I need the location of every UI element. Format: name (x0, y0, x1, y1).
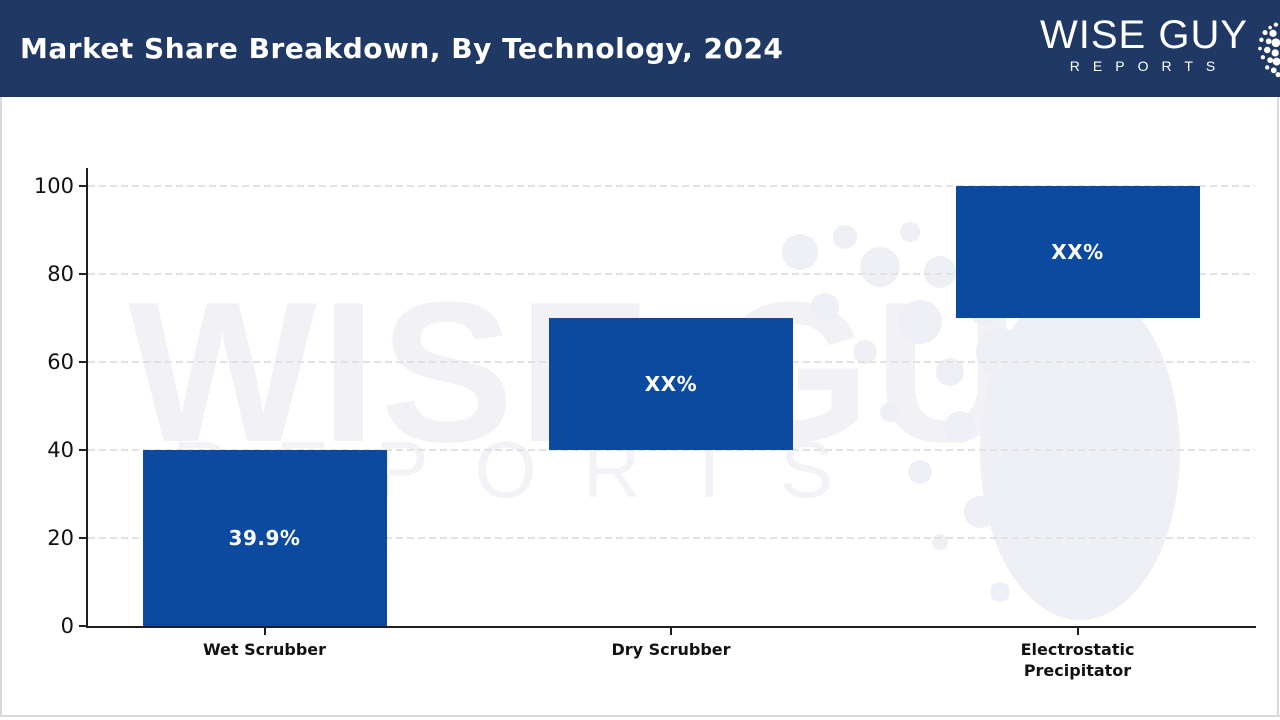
gridline (88, 537, 1255, 539)
y-tick-label: 80 (47, 262, 74, 286)
bar-segment: 39.9% (142, 450, 387, 626)
y-tick-label: 60 (47, 350, 74, 374)
x-axis-line (86, 626, 1256, 628)
logo-face-icon (1258, 22, 1280, 78)
bar-segment: XX% (549, 318, 793, 450)
page-border-bottom (0, 715, 1280, 717)
y-axis-line (86, 168, 88, 628)
y-tick-label: 0 (60, 614, 74, 638)
gridline (88, 449, 1255, 451)
chart-title: Market Share Breakdown, By Technology, 2… (20, 32, 784, 65)
bar-value-label: XX% (1051, 240, 1104, 264)
gridline (88, 185, 1255, 187)
y-tick-label: 100 (33, 174, 74, 198)
x-tick-mark (670, 628, 672, 635)
bar-value-label: 39.9% (228, 526, 301, 551)
header-banner: Market Share Breakdown, By Technology, 2… (0, 0, 1280, 97)
bar-value-label: XX% (644, 372, 698, 396)
y-tick-label: 40 (47, 438, 74, 462)
logo-wiseguy-text: WISE GUY (1040, 13, 1249, 57)
x-tick-mark (1076, 628, 1079, 635)
wiseguy-logo: WISE GUY REPORTS (1040, 14, 1280, 90)
x-tick-mark (263, 628, 266, 635)
logo-reports-text: REPORTS (1069, 58, 1229, 74)
x-category-label: Dry Scrubber (611, 640, 731, 659)
gridline (88, 273, 1255, 275)
bar-segment: XX% (955, 186, 1200, 318)
page-border-left (0, 97, 2, 717)
y-tick-label: 20 (47, 526, 74, 550)
logo-text-block: WISE GUY REPORTS (1040, 14, 1248, 74)
page-border-right (1277, 97, 1279, 717)
plot-area: 39.9% Wet Scrubber XX% Dry Scrubber XX% Elect… (88, 185, 1255, 680)
x-category-label: Wet Scrubber (202, 640, 327, 659)
x-category-label: Electrostatic Precipitator (1020, 640, 1135, 680)
